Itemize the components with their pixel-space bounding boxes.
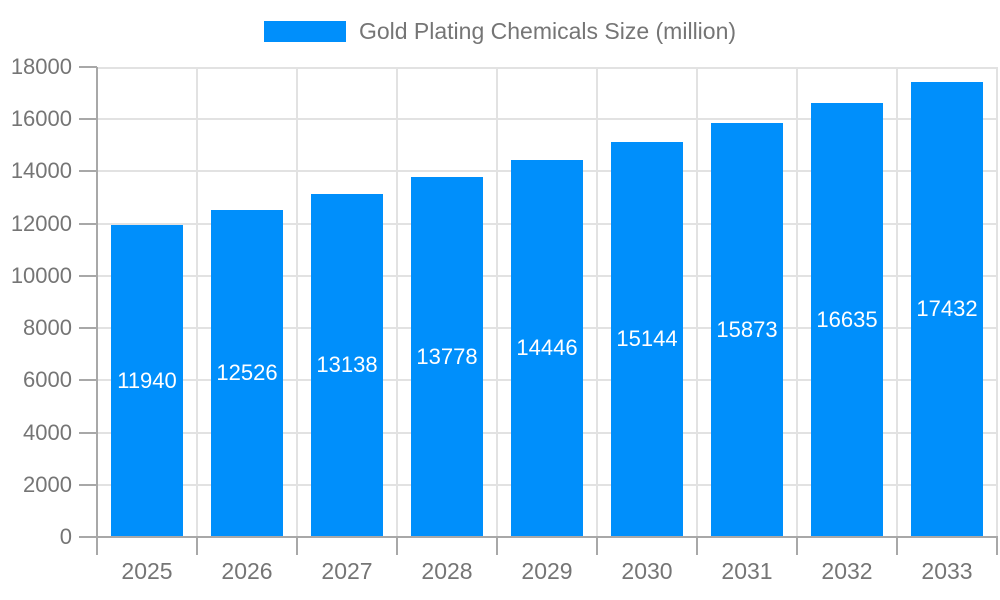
- y-axis-tick: [79, 170, 97, 173]
- bar-value-label: 15144: [616, 326, 678, 352]
- x-axis-tick: [396, 537, 398, 555]
- x-axis-tick: [96, 537, 98, 555]
- x-tick-label: 2027: [321, 558, 373, 584]
- y-axis-tick: [79, 66, 97, 68]
- y-tick-label: 14000: [10, 158, 72, 184]
- gridline-vertical: [696, 67, 698, 537]
- x-tick-label: 2033: [921, 558, 973, 584]
- bar-value-label: 15873: [716, 316, 778, 342]
- y-axis-tick: [79, 483, 97, 486]
- bar-2032: 16635: [811, 102, 883, 537]
- y-axis-tick: [79, 536, 97, 538]
- gridline-horizontal: [97, 67, 997, 69]
- x-axis-tick: [696, 537, 698, 555]
- x-tick-label: 2030: [621, 558, 673, 584]
- y-tick-label: 8000: [23, 315, 72, 341]
- bar-2033: 17432: [911, 81, 983, 537]
- x-axis-tick: [596, 537, 598, 555]
- gridline-vertical: [796, 67, 798, 537]
- x-tick-label: 2031: [721, 558, 773, 584]
- gridline-vertical: [496, 67, 498, 537]
- x-axis-tick: [496, 537, 498, 555]
- bar-value-label: 16635: [816, 306, 878, 332]
- x-tick-label: 2029: [521, 558, 573, 584]
- bar-value-label: 13138: [316, 352, 378, 378]
- bar-2027: 13138: [311, 193, 383, 537]
- y-axis-tick: [79, 379, 97, 382]
- x-tick-label: 2026: [221, 558, 273, 584]
- bar-value-label: 14446: [516, 335, 578, 361]
- legend: Gold Plating Chemicals Size (million): [0, 18, 1000, 45]
- x-axis-tick: [296, 537, 298, 555]
- y-tick-label: 18000: [10, 54, 72, 79]
- y-axis-tick: [79, 431, 97, 434]
- gridline-vertical: [596, 67, 598, 537]
- y-tick-label: 4000: [23, 419, 72, 445]
- gridline-vertical: [396, 67, 398, 537]
- gridline-horizontal: [97, 118, 997, 121]
- x-axis-tick: [196, 537, 198, 555]
- gridline-vertical: [296, 67, 298, 537]
- gridline-vertical: [896, 67, 898, 537]
- x-axis-tick: [896, 537, 898, 555]
- y-tick-label: 6000: [23, 367, 72, 393]
- y-axis-tick: [79, 222, 97, 225]
- y-tick-label: 10000: [10, 262, 72, 288]
- bar-2030: 15144: [611, 141, 683, 537]
- gridline-vertical: [996, 67, 998, 537]
- bar-2025: 11940: [111, 225, 183, 537]
- y-tick-label: 16000: [10, 106, 72, 132]
- bar-2026: 12526: [211, 209, 283, 537]
- bar-value-label: 12526: [216, 360, 278, 386]
- y-axis-tick: [79, 274, 97, 277]
- bar-value-label: 11940: [117, 368, 177, 394]
- legend-swatch: [263, 21, 346, 42]
- bars-layer: 11940 12526 13138 13778 14446 15144 15873 16635…: [97, 67, 997, 537]
- x-tick-label: 2032: [821, 558, 873, 584]
- y-tick-label: 0: [59, 524, 72, 549]
- bar-2028: 13778: [411, 177, 483, 537]
- y-axis-tick: [79, 327, 97, 330]
- x-axis-tick: [796, 537, 798, 555]
- legend-item[interactable]: Gold Plating Chemicals Size (million): [263, 18, 737, 45]
- gridline-vertical: [196, 67, 198, 537]
- y-axis-tick: [79, 118, 97, 121]
- bar-value-label: 13778: [416, 344, 478, 370]
- x-tick-label: 2025: [121, 558, 173, 584]
- y-tick-label: 2000: [23, 471, 72, 497]
- x-axis-tick: [996, 537, 998, 555]
- legend-label: Gold Plating Chemicals Size (million): [358, 18, 737, 44]
- bar-2029: 14446: [511, 159, 583, 537]
- y-tick-label: 12000: [10, 210, 72, 236]
- bar-value-label: 17432: [916, 296, 978, 322]
- bar-2031: 15873: [711, 122, 783, 537]
- x-tick-label: 2028: [421, 558, 473, 584]
